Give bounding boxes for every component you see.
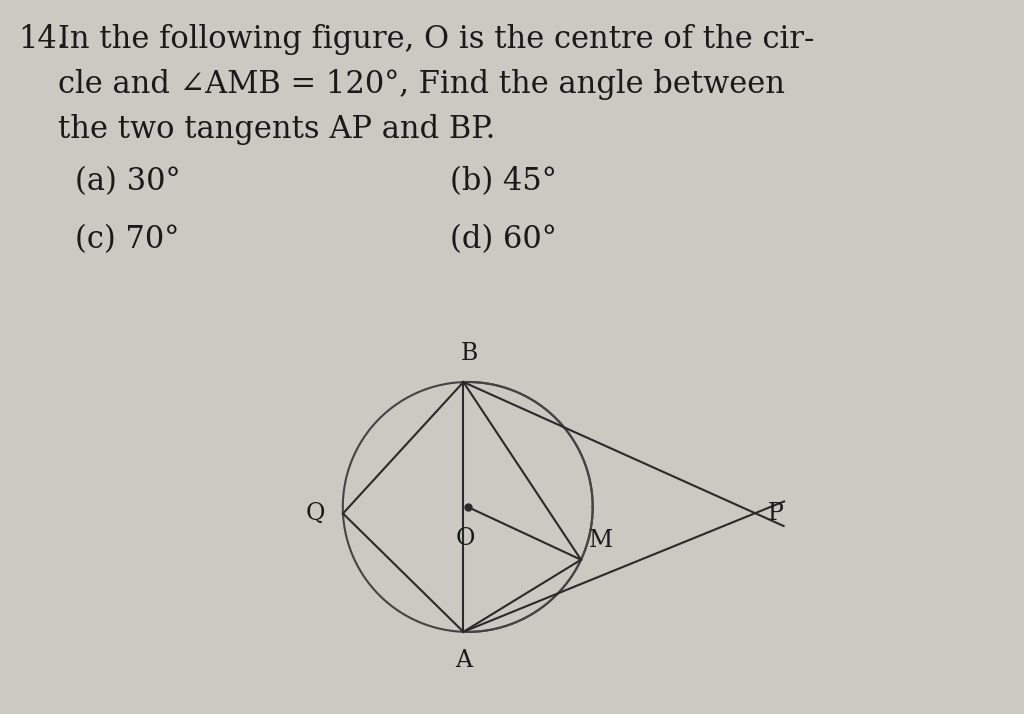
Text: (b) 45°: (b) 45°	[450, 166, 557, 197]
Text: (a) 30°: (a) 30°	[75, 166, 180, 197]
Text: M: M	[589, 529, 612, 552]
Text: (d) 60°: (d) 60°	[450, 224, 557, 255]
Text: P: P	[768, 502, 783, 525]
Text: (c) 70°: (c) 70°	[75, 224, 179, 255]
Text: the two tangents AP and BP.: the two tangents AP and BP.	[58, 114, 496, 145]
Text: In the following figure, O is the centre of the cir-: In the following figure, O is the centre…	[58, 24, 814, 55]
Text: O: O	[456, 527, 475, 550]
Text: B: B	[461, 341, 478, 365]
Text: 14.: 14.	[18, 24, 67, 55]
Text: A: A	[455, 649, 472, 673]
Text: Q: Q	[306, 502, 326, 525]
Text: cle and ∠AMB = 120°, Find the angle between: cle and ∠AMB = 120°, Find the angle betw…	[58, 69, 785, 100]
